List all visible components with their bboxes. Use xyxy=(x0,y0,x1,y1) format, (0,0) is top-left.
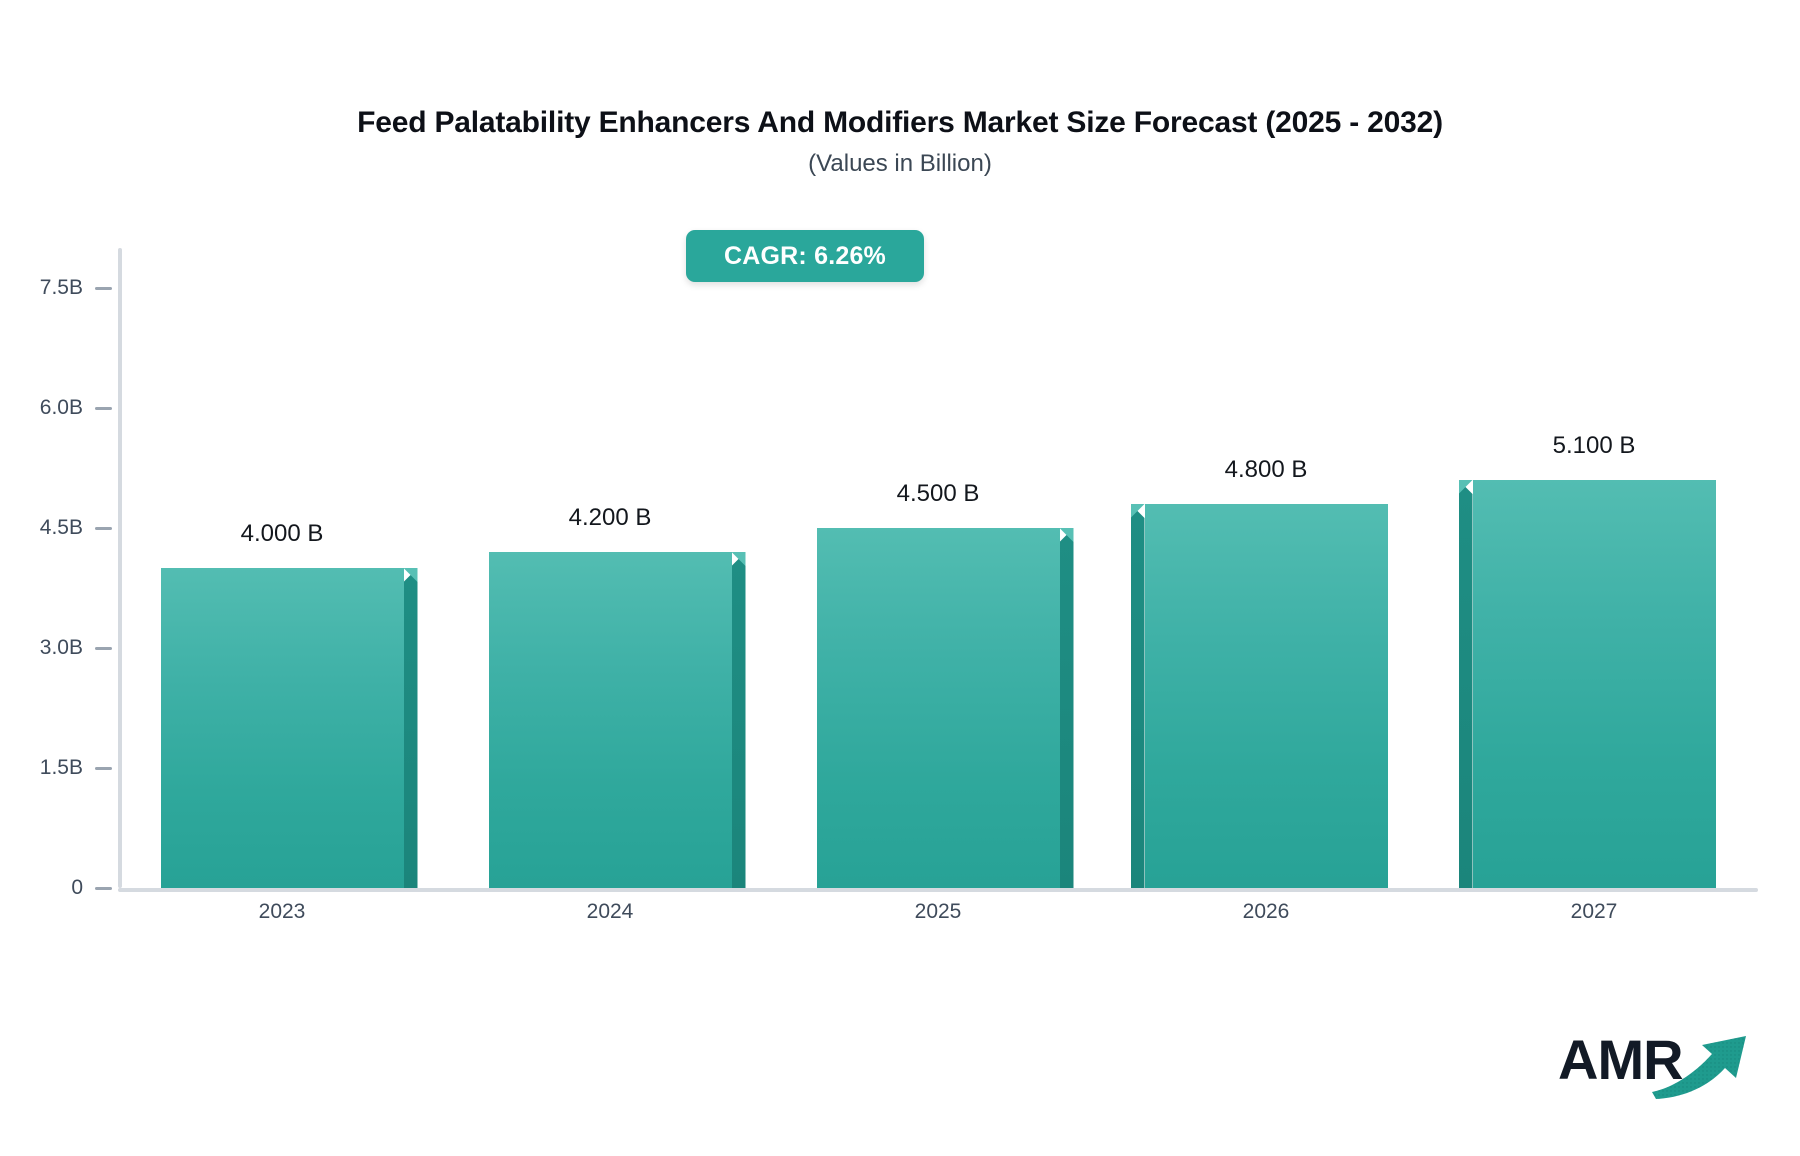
bar-front-face xyxy=(1472,480,1716,888)
bar-value-label: 4.200 B xyxy=(568,504,652,531)
y-axis-tick-mark xyxy=(95,406,112,410)
cagr-badge: CAGR: 6.26% xyxy=(686,230,924,282)
bar-front-face xyxy=(816,528,1060,888)
y-axis-line xyxy=(118,248,122,888)
bar-column: 5.100 B 2027 xyxy=(1458,288,1716,923)
bar-column: 4.500 B 2025 xyxy=(816,288,1074,923)
page-title: Feed Palatability Enhancers And Modifier… xyxy=(357,106,1443,139)
growth-arrow-icon xyxy=(1652,1036,1746,1099)
x-axis-category-label: 2027 xyxy=(1570,900,1618,923)
y-axis-tick: 3.0B xyxy=(0,636,112,660)
bar-value-label: 4.000 B xyxy=(240,520,324,547)
y-axis-tick-mark xyxy=(95,286,112,290)
y-axis-tick-label: 7.5B xyxy=(39,276,83,299)
bar-column: 4.000 B 2023 xyxy=(160,288,418,923)
bar-shape xyxy=(488,552,746,888)
bar-value-label: 4.500 B xyxy=(896,480,980,507)
x-axis-category-label: 2026 xyxy=(1242,900,1290,923)
bar-front-face xyxy=(160,568,404,888)
y-axis-tick-label: 1.5B xyxy=(39,756,83,779)
bar-shape xyxy=(1130,504,1388,888)
logo-text: AMR xyxy=(1558,1028,1684,1091)
bar-value-label: 5.100 B xyxy=(1552,432,1636,459)
bar-value-label: 4.800 B xyxy=(1224,456,1308,483)
x-axis-line xyxy=(118,888,1758,892)
bar-column: 4.800 B 2026 xyxy=(1130,288,1388,923)
bar-column: 4.200 B 2024 xyxy=(488,288,746,923)
bar-front-face xyxy=(1144,504,1388,888)
plot-area: 0 1.5B 3.0B 4.5B 6.0B 7.5B 4.000 B 2023 4.200 B… xyxy=(40,248,1758,923)
y-axis-tick: 6.0B xyxy=(0,396,112,420)
y-axis-tick-label: 4.5B xyxy=(39,516,83,539)
y-axis-tick-mark xyxy=(95,886,112,890)
x-axis-category-label: 2023 xyxy=(258,900,306,923)
bar-side-face xyxy=(1130,504,1145,888)
amr-logo: AMR xyxy=(1558,1026,1748,1104)
bar-series: 4.000 B 2023 4.200 B 2024 4.500 B 2025 4.800 B… xyxy=(118,288,1758,923)
bar-side-face xyxy=(1059,528,1074,888)
y-axis-tick-mark xyxy=(95,766,112,770)
y-axis-tick: 0 xyxy=(0,876,112,900)
bar-side-face xyxy=(403,568,418,888)
y-axis-tick: 1.5B xyxy=(0,756,112,780)
bar-front-face xyxy=(488,552,732,888)
y-axis-tick-mark xyxy=(95,526,112,530)
x-axis-category-label: 2024 xyxy=(586,900,634,923)
y-axis-tick-mark xyxy=(95,646,112,650)
y-axis-tick: 4.5B xyxy=(0,516,112,540)
y-axis-tick: 7.5B xyxy=(0,276,112,300)
bar-shape xyxy=(816,528,1074,888)
y-axis-tick-label: 6.0B xyxy=(39,396,83,419)
cagr-badge-label: CAGR: 6.26% xyxy=(724,241,886,270)
bar-shape xyxy=(1458,480,1716,888)
x-axis-category-label: 2025 xyxy=(914,900,962,923)
y-axis-tick-label: 3.0B xyxy=(39,636,83,659)
bar-side-face xyxy=(731,552,746,888)
chart-subtitle: (Values in Billion) xyxy=(808,150,992,177)
y-axis-tick-label: 0 xyxy=(71,876,83,899)
bar-shape xyxy=(160,568,418,888)
bar-side-face xyxy=(1458,480,1473,888)
